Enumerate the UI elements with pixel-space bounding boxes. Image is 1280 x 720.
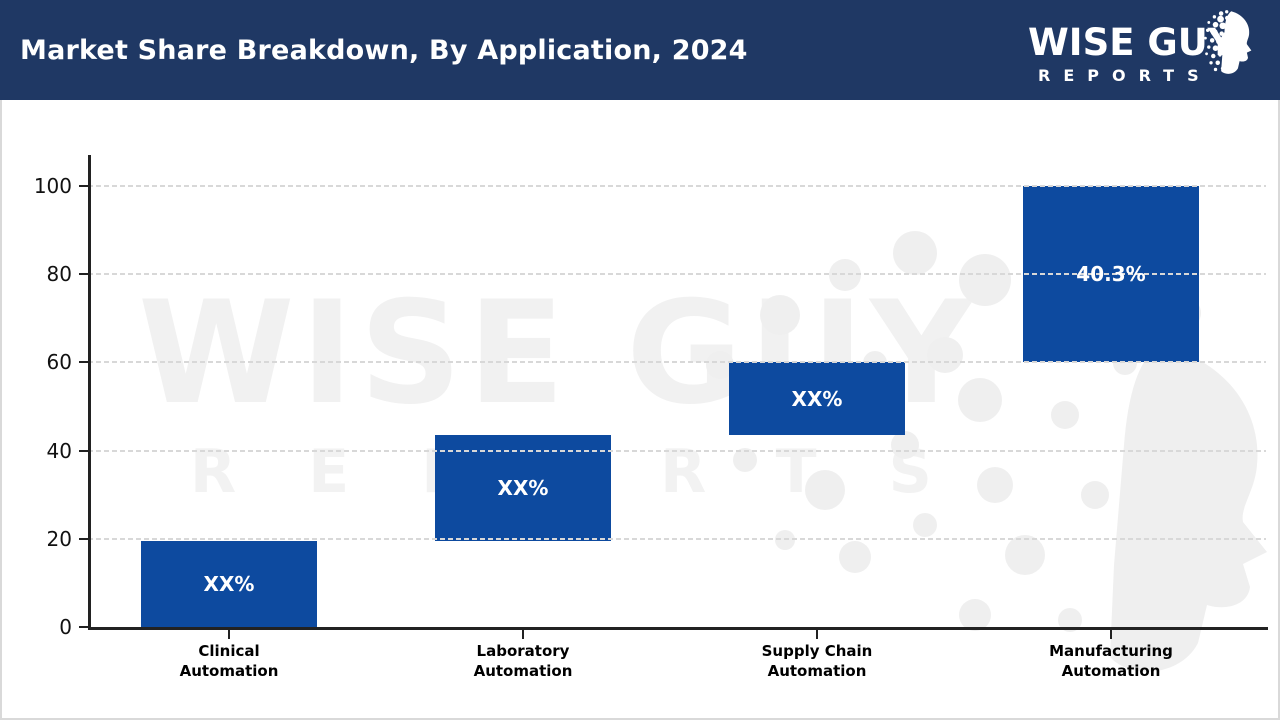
y-tick-label: 60 [46,350,72,375]
x-tick [522,630,524,639]
x-tick [816,630,818,639]
category-label-line: Manufacturing [1049,642,1173,660]
category-label: Laboratory Automation [383,641,663,681]
category-label-line: Clinical [198,642,260,660]
category-label-line: Laboratory [476,642,570,660]
bar-value-label: XX% [791,386,843,411]
page-title: Market Share Breakdown, By Application, … [20,34,748,66]
bottom-border [0,718,1280,720]
bar-segment [729,362,905,436]
gridline [88,537,1266,540]
y-tick [79,273,88,276]
bar-value-label: XX% [203,572,255,596]
logo-wordmark: WISE GUY [1028,21,1236,64]
gridline [88,185,1266,187]
x-axis-line [88,627,1268,630]
gridline [88,449,1266,452]
x-tick [228,630,230,639]
y-tick-label: 100 [33,174,72,198]
wise-guy-logo: WISE GUY REPORTS [1028,10,1252,85]
y-tick [79,185,88,187]
right-border [1278,100,1280,720]
y-tick-label: 80 [46,262,72,287]
y-tick [79,537,88,540]
y-tick-label: 0 [59,615,72,639]
bar-segment [435,435,611,541]
y-tick [79,626,88,628]
logo-head-icon [1204,10,1252,74]
gridline [88,273,1266,276]
x-tick [1110,630,1112,639]
gridline [88,361,1266,364]
header-bar: Market Share Breakdown, By Application, … [0,0,1280,100]
category-label-line: Automation [1061,662,1161,680]
category-label: Clinical Automation [89,641,369,681]
bar-value-label: 40.3% [1076,262,1146,287]
category-label: Manufacturing Automation [971,641,1251,681]
logo-reports-label: REPORTS [1038,66,1212,85]
y-tick-label: 40 [46,438,72,463]
bar-segment [141,541,317,627]
y-tick [79,361,88,364]
category-label-line: Automation [767,662,867,680]
category-label-line: Supply Chain [761,642,873,660]
y-tick-label: 20 [46,526,72,551]
category-label: Supply Chain Automation [677,641,957,681]
watermark-head-icon [706,231,1267,672]
y-tick [79,449,88,452]
category-label-line: Automation [179,662,279,680]
bar-value-label: XX% [497,476,549,501]
category-label-line: Automation [473,662,573,680]
y-axis-line [88,155,91,630]
left-border [0,100,2,720]
